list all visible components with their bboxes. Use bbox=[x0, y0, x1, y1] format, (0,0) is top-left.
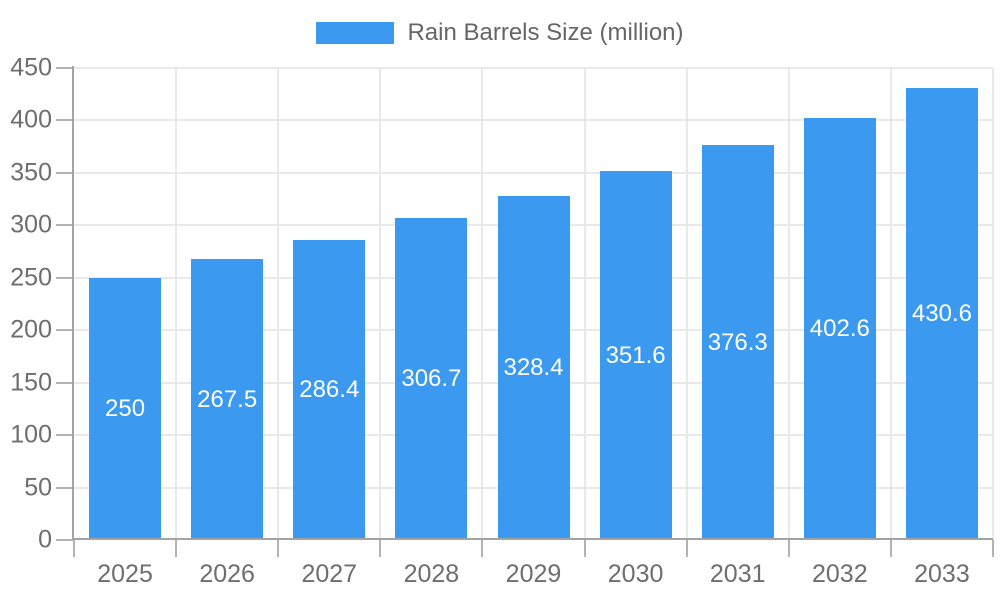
bar-2029[interactable] bbox=[497, 195, 570, 540]
x-gridline bbox=[787, 68, 790, 540]
x-gridline bbox=[992, 68, 994, 540]
x-axis-tick bbox=[685, 540, 688, 557]
bar-2026[interactable] bbox=[191, 259, 264, 540]
bar-value-label: 306.7 bbox=[401, 365, 462, 393]
x-axis-category-label: 2026 bbox=[199, 560, 255, 588]
y-axis-tick bbox=[56, 434, 74, 437]
x-axis-tick bbox=[277, 540, 280, 557]
x-axis-line bbox=[72, 538, 993, 540]
x-axis-category-label: 2031 bbox=[709, 560, 766, 588]
y-gridline bbox=[74, 67, 993, 69]
bar-value-label: 402.6 bbox=[809, 314, 870, 342]
legend-color-swatch bbox=[316, 22, 395, 44]
bar-2032[interactable] bbox=[803, 117, 876, 540]
y-axis-tick-label: 100 bbox=[10, 420, 52, 449]
bar-value-label: 328.4 bbox=[503, 353, 564, 381]
x-axis-tick bbox=[481, 540, 484, 557]
y-axis-tick-label: 250 bbox=[10, 263, 52, 292]
x-axis-category-label: 2027 bbox=[301, 560, 358, 588]
y-gridline bbox=[74, 119, 993, 122]
bar-value-label: 351.6 bbox=[605, 341, 666, 369]
legend-label: Rain Barrels Size (million) bbox=[407, 19, 684, 46]
x-gridline bbox=[481, 68, 484, 540]
y-axis-tick bbox=[56, 119, 74, 122]
x-gridline bbox=[685, 68, 688, 540]
x-gridline bbox=[889, 68, 892, 540]
y-axis-tick-label: 300 bbox=[10, 210, 52, 239]
y-axis-tick-label: 450 bbox=[10, 53, 52, 82]
bar-value-label: 250 bbox=[105, 394, 146, 422]
bar-2031[interactable] bbox=[701, 145, 774, 540]
x-axis-tick bbox=[583, 540, 586, 557]
x-gridline bbox=[583, 68, 586, 540]
x-axis-tick bbox=[73, 540, 75, 557]
x-axis-category-label: 2033 bbox=[914, 560, 970, 588]
bar-2027[interactable] bbox=[293, 239, 366, 540]
y-axis-tick bbox=[56, 381, 74, 384]
y-gridline bbox=[74, 171, 993, 174]
y-axis-line bbox=[72, 66, 74, 540]
y-axis-tick bbox=[56, 486, 74, 489]
bar-2025[interactable] bbox=[89, 277, 162, 540]
x-axis-category-label: 2032 bbox=[812, 560, 868, 588]
y-axis-tick-label: 400 bbox=[10, 105, 52, 134]
y-axis-tick bbox=[56, 171, 74, 174]
x-gridline bbox=[175, 68, 178, 540]
y-axis-tick bbox=[56, 224, 74, 227]
x-axis-category-label: 2029 bbox=[505, 560, 562, 588]
x-axis-tick bbox=[379, 540, 382, 557]
chart-legend[interactable]: Rain Barrels Size (million) bbox=[0, 18, 1000, 48]
y-axis-tick-label: 50 bbox=[24, 473, 52, 502]
bar-value-label: 267.5 bbox=[197, 385, 258, 413]
x-axis-tick bbox=[992, 540, 994, 557]
x-gridline bbox=[379, 68, 382, 540]
y-axis-tick bbox=[56, 276, 74, 279]
y-axis-tick bbox=[56, 329, 74, 332]
y-axis-tick-label: 150 bbox=[10, 368, 52, 397]
y-axis-tick-label: 350 bbox=[10, 158, 52, 187]
y-axis-tick-label: 0 bbox=[38, 525, 52, 554]
bar-value-label: 286.4 bbox=[299, 375, 360, 403]
y-axis-tick bbox=[56, 539, 74, 541]
bar-2030[interactable] bbox=[599, 171, 672, 540]
bar-value-label: 430.6 bbox=[911, 300, 972, 328]
x-axis-tick bbox=[787, 540, 790, 557]
bar-2028[interactable] bbox=[395, 218, 468, 540]
y-axis-tick-label: 200 bbox=[10, 315, 52, 344]
bar-value-label: 376.3 bbox=[707, 328, 768, 356]
bar-2033[interactable] bbox=[905, 88, 978, 540]
x-axis-tick bbox=[889, 540, 892, 557]
x-axis-category-label: 2028 bbox=[403, 560, 460, 588]
x-axis-tick bbox=[175, 540, 178, 557]
y-axis-tick bbox=[56, 67, 74, 69]
x-axis-category-label: 2030 bbox=[607, 560, 664, 588]
x-axis-category-label: 2025 bbox=[97, 560, 153, 588]
x-gridline bbox=[277, 68, 280, 540]
